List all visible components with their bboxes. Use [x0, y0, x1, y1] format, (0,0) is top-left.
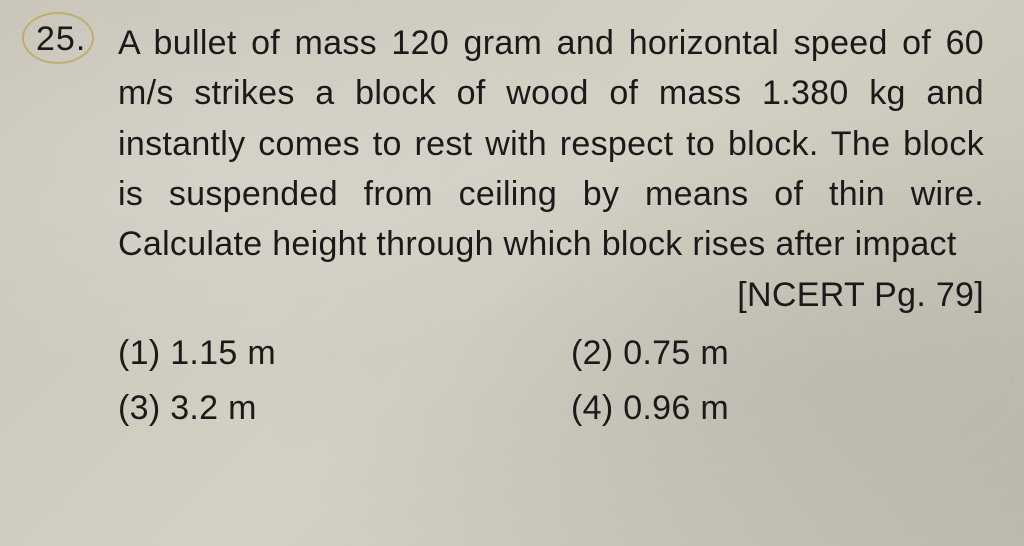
option-value: 0.96 m	[623, 389, 729, 427]
option-label: (4)	[571, 389, 613, 427]
option-label: (1)	[118, 334, 160, 372]
option-value: 0.75 m	[623, 334, 729, 372]
question-row: 25. A bullet of mass 120 gram and horizo…	[30, 18, 984, 320]
option-value: 1.15 m	[170, 334, 276, 372]
circle-annotation	[22, 12, 94, 64]
option-2: (2) 0.75 m	[571, 334, 984, 373]
option-3: (3) 3.2 m	[118, 389, 531, 428]
options-grid: (1) 1.15 m (2) 0.75 m (3) 3.2 m (4) 0.96…	[118, 334, 984, 428]
question-page: 25. A bullet of mass 120 gram and horizo…	[0, 0, 1024, 446]
option-1: (1) 1.15 m	[118, 334, 531, 373]
option-4: (4) 0.96 m	[571, 389, 984, 428]
question-number-wrap: 25.	[30, 18, 100, 59]
question-body: A bullet of mass 120 gram and horizontal…	[118, 24, 984, 263]
option-label: (2)	[571, 334, 613, 372]
question-text: A bullet of mass 120 gram and horizontal…	[118, 18, 984, 320]
option-label: (3)	[118, 389, 160, 427]
question-reference: [NCERT Pg. 79]	[737, 270, 984, 320]
option-value: 3.2 m	[170, 389, 257, 427]
